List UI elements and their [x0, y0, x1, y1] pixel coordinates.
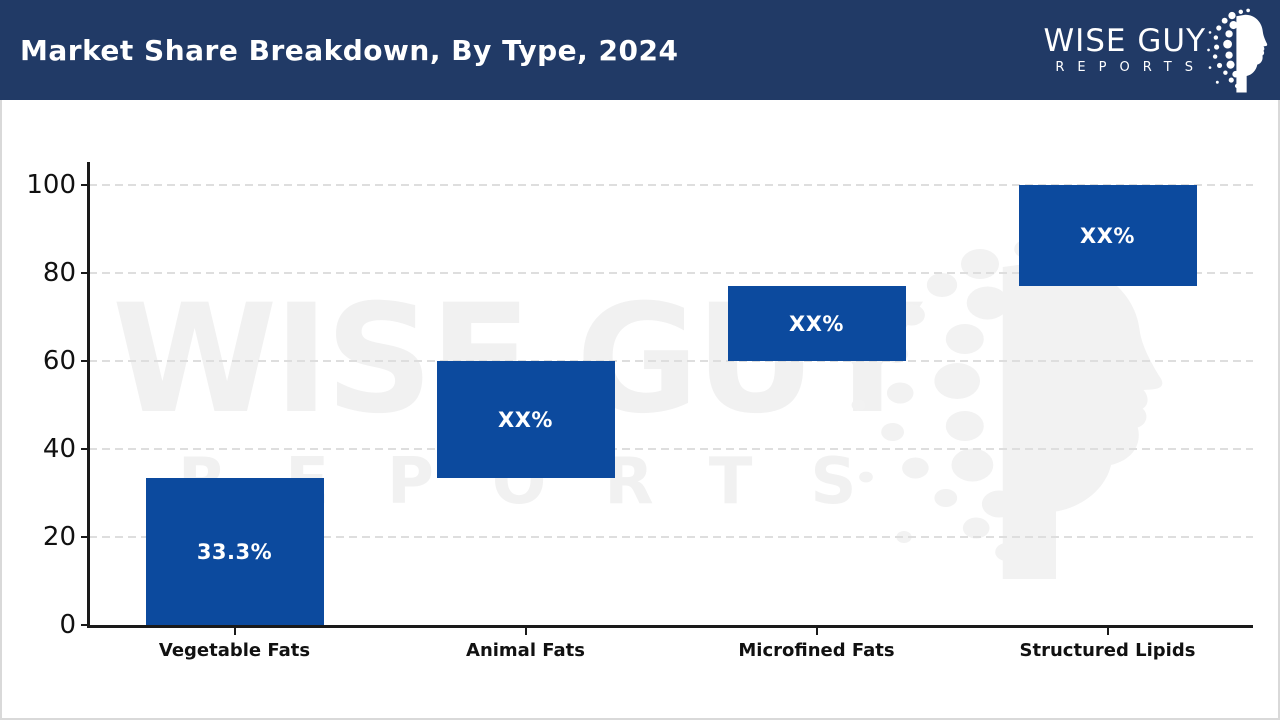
page-title: Market Share Breakdown, By Type, 2024: [20, 33, 679, 67]
x-category-label: Animal Fats: [466, 640, 585, 661]
y-tick-label: 100: [26, 170, 76, 200]
logo-subtitle: REPORTS: [1055, 59, 1206, 75]
header: Market Share Breakdown, By Type, 2024 WI…: [0, 0, 1280, 100]
x-category-label: Microfined Fats: [738, 640, 895, 661]
bar: XX%: [436, 361, 615, 479]
x-category-label: Vegetable Fats: [158, 640, 311, 661]
logo-wordmark: WISE GUY: [1043, 22, 1206, 59]
y-axis-line: [87, 162, 90, 628]
x-tick-mark: [524, 627, 527, 635]
y-tick-mark: [81, 624, 89, 626]
bar: XX%: [727, 286, 906, 361]
x-tick-mark: [815, 627, 818, 635]
bar-label: XX%: [1080, 223, 1135, 248]
y-tick-label: 0: [59, 610, 76, 640]
gridline: [89, 448, 1253, 450]
gridline: [89, 536, 1253, 538]
wiseguy-head-icon: [1207, 8, 1268, 93]
y-tick-label: 80: [42, 258, 76, 288]
bar: 33.3%: [145, 478, 324, 625]
bar-label: XX%: [498, 407, 553, 432]
gridline: [89, 184, 1253, 186]
y-tick-mark: [81, 360, 89, 362]
y-tick-label: 40: [42, 434, 76, 464]
gridline: [89, 360, 1253, 362]
bar-label: 33.3%: [196, 539, 273, 564]
y-tick-mark: [81, 184, 89, 186]
x-axis-line: [87, 625, 1253, 628]
y-tick-mark: [81, 536, 89, 538]
y-tick-mark: [81, 272, 89, 274]
bar-label: XX%: [789, 311, 844, 336]
y-tick-label: 20: [42, 522, 76, 552]
logo-text: WISE GUY REPORTS: [1043, 24, 1206, 77]
bar: XX%: [1018, 185, 1197, 287]
frame-border-right: [1278, 100, 1280, 720]
y-tick-mark: [81, 448, 89, 450]
wiseguy-logo: WISE GUY REPORTS: [1043, 6, 1270, 94]
x-tick-mark: [233, 627, 236, 635]
frame-border-left: [0, 100, 2, 720]
x-category-label: Structured Lipids: [1019, 640, 1196, 661]
x-tick-mark: [1106, 627, 1109, 635]
y-tick-label: 60: [42, 346, 76, 376]
gridline: [89, 272, 1253, 274]
frame-border-bottom: [0, 718, 1280, 720]
